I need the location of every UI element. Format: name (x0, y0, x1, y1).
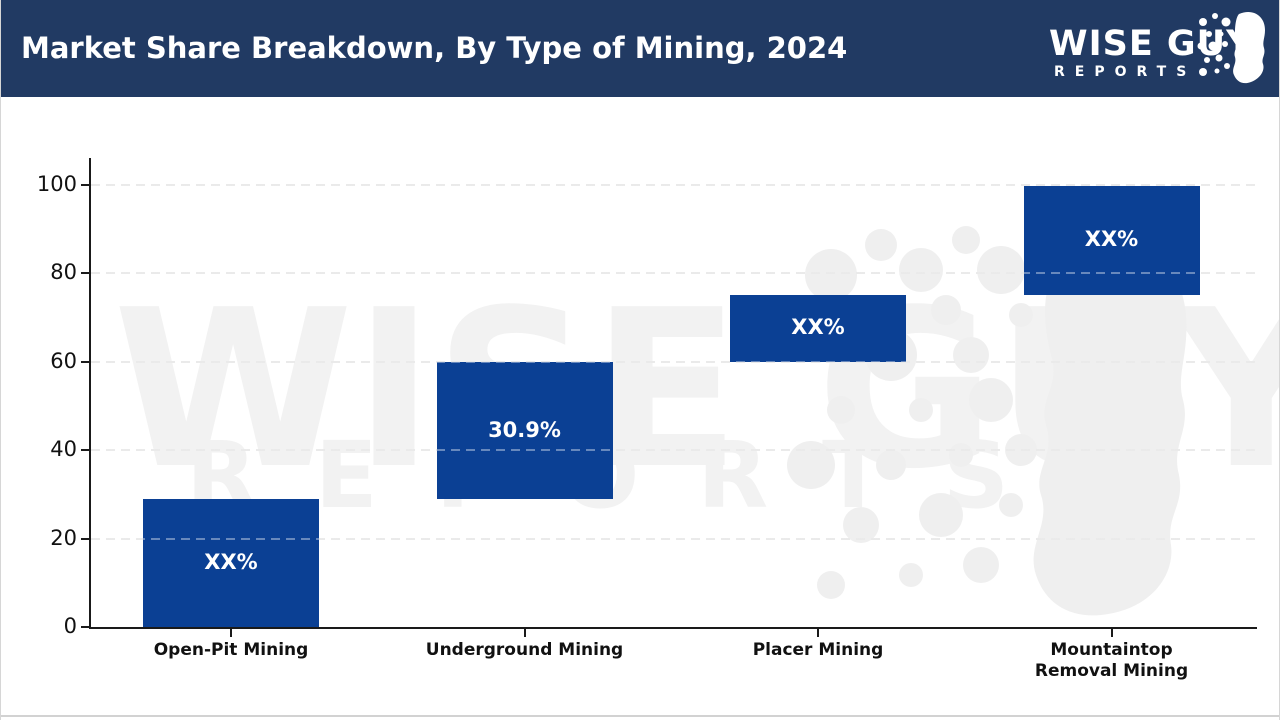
y-tick-label: 60 (50, 348, 77, 373)
y-tick-label: 40 (50, 437, 77, 462)
y-tick-label: 100 (36, 172, 77, 196)
y-tick-label: 20 (50, 525, 77, 550)
x-tick-mark (523, 629, 526, 637)
watermark-face-dots (787, 226, 1187, 616)
bar-3 (730, 294, 906, 363)
page-title: Market Share Breakdown, By Type of Minin… (21, 31, 848, 65)
y-tick-mark (81, 360, 89, 363)
bottom-border (1, 715, 1279, 717)
x-tick-mark (817, 629, 819, 637)
x-tick-label-4: Mountaintop Removal Mining (1034, 640, 1189, 681)
bar-value-label: 30.9% (488, 417, 561, 442)
x-axis-line (89, 627, 1257, 629)
x-tick-label-3: Placer Mining (752, 640, 884, 660)
gridline-overlay (91, 360, 1257, 363)
bar-value-label: XX% (791, 315, 845, 340)
header-bar: Market Share Breakdown, By Type of Minin… (1, 0, 1279, 97)
x-tick-label-1: Open-Pit Mining (153, 640, 309, 660)
bar-1 (143, 498, 319, 627)
x-tick-mark (230, 629, 232, 637)
y-axis-line (89, 158, 91, 628)
y-tick-mark (81, 272, 89, 275)
bar-value-label: XX% (1084, 227, 1139, 252)
y-tick-label: 80 (50, 260, 77, 285)
bar-value-label: XX% (204, 549, 258, 574)
y-tick-mark (81, 184, 89, 186)
bar-4 (1023, 186, 1200, 295)
gridline (91, 449, 1257, 452)
bar-2 (436, 362, 613, 499)
x-tick-label-2: Underground Mining (425, 640, 624, 660)
gridline-overlay (91, 184, 1257, 186)
gridline (91, 184, 1257, 186)
gridline (91, 360, 1257, 363)
gridline-overlay (91, 537, 1257, 540)
gridline (91, 537, 1257, 540)
gridline-overlay (91, 449, 1257, 452)
y-tick-mark (81, 626, 89, 628)
gridline-overlay (91, 272, 1257, 275)
logo-face-icon (1197, 11, 1265, 84)
y-tick-mark (81, 537, 89, 540)
x-tick-mark (1110, 629, 1113, 637)
y-tick-mark (81, 449, 89, 452)
logo-subtitle: REPORTS (1054, 64, 1197, 80)
gridline (91, 272, 1257, 275)
wise-guy-logo: WISE GUY REPORTS (1021, 8, 1265, 90)
y-tick-label: 0 (63, 614, 77, 638)
